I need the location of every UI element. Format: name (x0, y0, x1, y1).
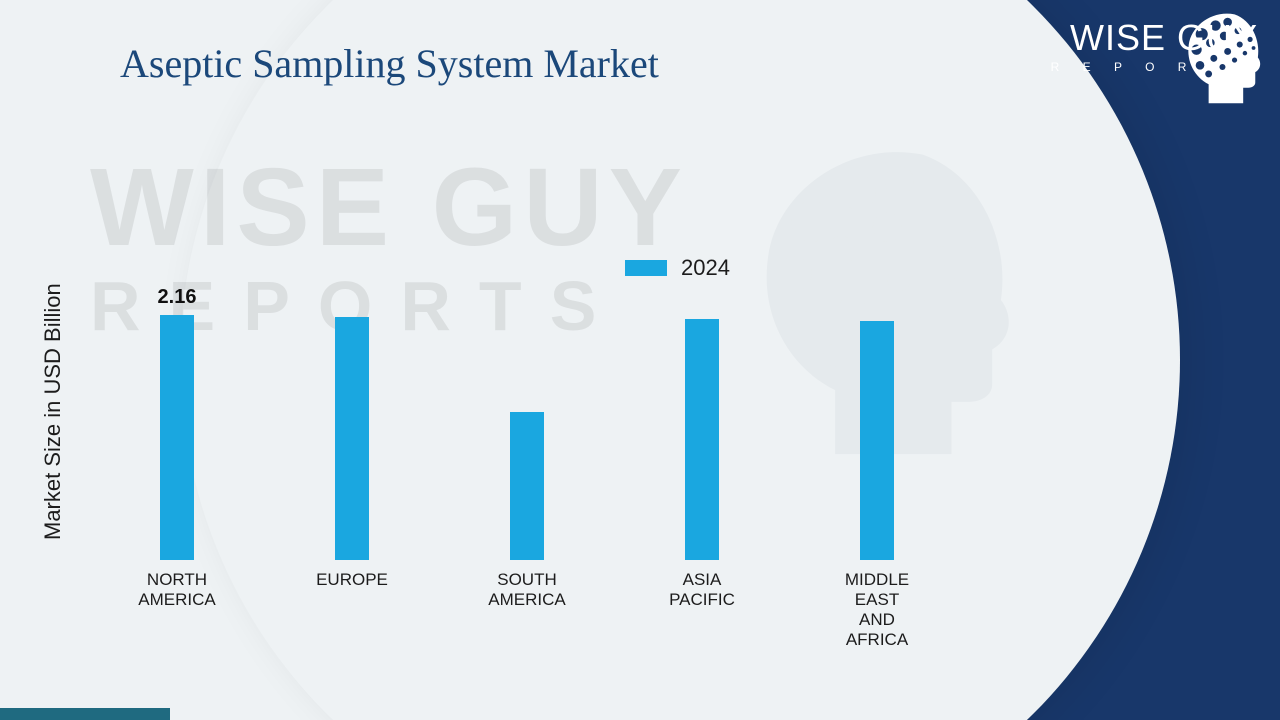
page: WISE GUY REPORTS Aseptic Sampling System… (0, 0, 1280, 720)
watermark-line1: WISE GUY (90, 150, 688, 266)
bar-asia-pacific: ASIAPACIFIC (685, 319, 719, 560)
legend-label: 2024 (681, 255, 730, 281)
brand-logo: WISE GUY R E P O R T S (1051, 20, 1258, 74)
bar-value-label: 2.16 (158, 286, 197, 309)
bar-middle-east-africa: MIDDLEEASTANDAFRICA (860, 321, 894, 560)
bar-south-america: SOUTHAMERICA (510, 412, 544, 560)
bar-category-label: EUROPE (277, 570, 427, 590)
legend-swatch (625, 260, 667, 276)
bar-category-label: SOUTHAMERICA (452, 570, 602, 610)
legend: 2024 (625, 255, 730, 281)
bar-category-label: MIDDLEEASTANDAFRICA (802, 570, 952, 650)
bar-europe: EUROPE (335, 317, 369, 560)
bar-category-label: ASIAPACIFIC (627, 570, 777, 610)
brand-main: WISE GUY (1051, 20, 1258, 56)
bottom-accent-bar (0, 708, 170, 720)
brand-sub: R E P O R T S (1051, 60, 1258, 74)
bar-north-america: 2.16 NORTHAMERICA (160, 315, 194, 560)
chart-plot-area: 2.16 NORTHAMERICA EUROPE SOUTHAMERICA AS… (100, 300, 970, 560)
chart-title: Aseptic Sampling System Market (120, 40, 659, 87)
bar-category-label: NORTHAMERICA (102, 570, 252, 610)
y-axis-label: Market Size in USD Billion (40, 283, 66, 540)
